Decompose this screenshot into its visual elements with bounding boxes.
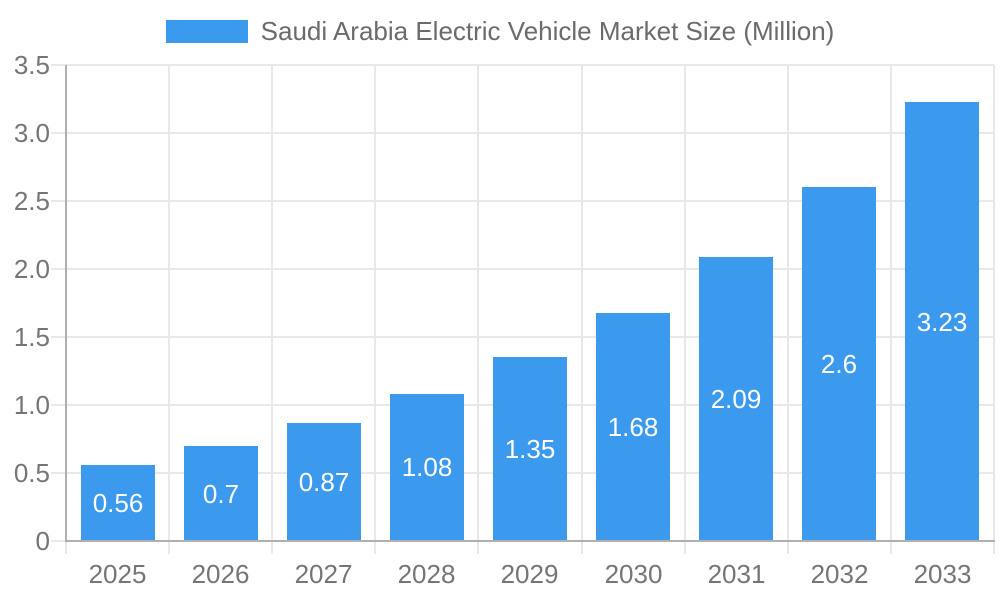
y-tick-label: 3.0 xyxy=(13,118,50,148)
x-gridline xyxy=(684,65,686,554)
y-tick-label: 1.0 xyxy=(13,390,50,420)
y-tick-mark xyxy=(51,64,66,66)
x-tick-label: 2027 xyxy=(294,559,353,589)
x-gridline xyxy=(787,65,789,554)
bar: 0.7 xyxy=(184,446,258,541)
y-gridline xyxy=(66,132,994,134)
y-tick-mark xyxy=(51,404,66,406)
x-gridline xyxy=(168,65,170,554)
y-tick-label: 2.0 xyxy=(13,254,50,284)
x-gridline xyxy=(374,65,376,554)
bar: 1.08 xyxy=(390,394,464,541)
y-tick-mark xyxy=(51,540,66,542)
y-gridline xyxy=(66,200,994,202)
x-gridline xyxy=(271,65,273,554)
y-tick-label: 2.5 xyxy=(13,186,50,216)
bar: 2.6 xyxy=(802,187,876,541)
bar-value-label: 1.68 xyxy=(607,412,659,442)
x-gridline xyxy=(890,65,892,554)
bar-value-label: 2.6 xyxy=(820,349,858,379)
y-gridline xyxy=(66,336,994,338)
y-tick-mark xyxy=(51,336,66,338)
x-gridline xyxy=(477,65,479,554)
x-tick-label: 2033 xyxy=(913,559,972,589)
bar-value-label: 0.87 xyxy=(298,467,350,497)
bar: 1.35 xyxy=(493,357,567,541)
bar: 0.87 xyxy=(287,423,361,541)
x-tick-label: 2028 xyxy=(397,559,456,589)
y-tick-mark xyxy=(51,200,66,202)
x-tick-label: 2032 xyxy=(810,559,869,589)
bar: 0.56 xyxy=(81,465,155,541)
legend-label: Saudi Arabia Electric Vehicle Market Siz… xyxy=(260,16,835,46)
x-tick-label: 2031 xyxy=(707,559,766,589)
x-tick-label: 2029 xyxy=(500,559,559,589)
x-gridline xyxy=(581,65,583,554)
y-tick-label: 0.5 xyxy=(13,458,50,488)
bar-value-label: 1.08 xyxy=(401,452,453,482)
x-tick-label: 2025 xyxy=(88,559,147,589)
bar: 3.23 xyxy=(905,102,979,541)
legend: Saudi Arabia Electric Vehicle Market Siz… xyxy=(0,16,1000,46)
bar: 2.09 xyxy=(699,257,773,541)
y-tick-mark xyxy=(51,132,66,134)
bar-value-label: 2.09 xyxy=(710,384,762,414)
x-axis-line xyxy=(65,540,995,542)
bar: 1.68 xyxy=(596,313,670,541)
x-gridline xyxy=(993,65,995,554)
y-tick-label: 1.5 xyxy=(13,322,50,352)
y-tick-mark xyxy=(51,268,66,270)
y-tick-mark xyxy=(51,472,66,474)
bar-value-label: 3.23 xyxy=(916,307,968,337)
y-tick-label: 0 xyxy=(35,526,50,556)
x-tick-label: 2026 xyxy=(191,559,250,589)
bar-value-label: 1.35 xyxy=(504,434,556,464)
y-gridline xyxy=(66,64,994,66)
y-axis-line xyxy=(65,65,67,541)
bar-value-label: 0.56 xyxy=(92,488,144,518)
x-tick-label: 2030 xyxy=(604,559,663,589)
x-tick-mark xyxy=(65,541,67,554)
legend-swatch xyxy=(165,19,248,43)
y-tick-label: 3.5 xyxy=(13,50,50,80)
y-gridline xyxy=(66,268,994,270)
bar-value-label: 0.7 xyxy=(202,479,240,509)
